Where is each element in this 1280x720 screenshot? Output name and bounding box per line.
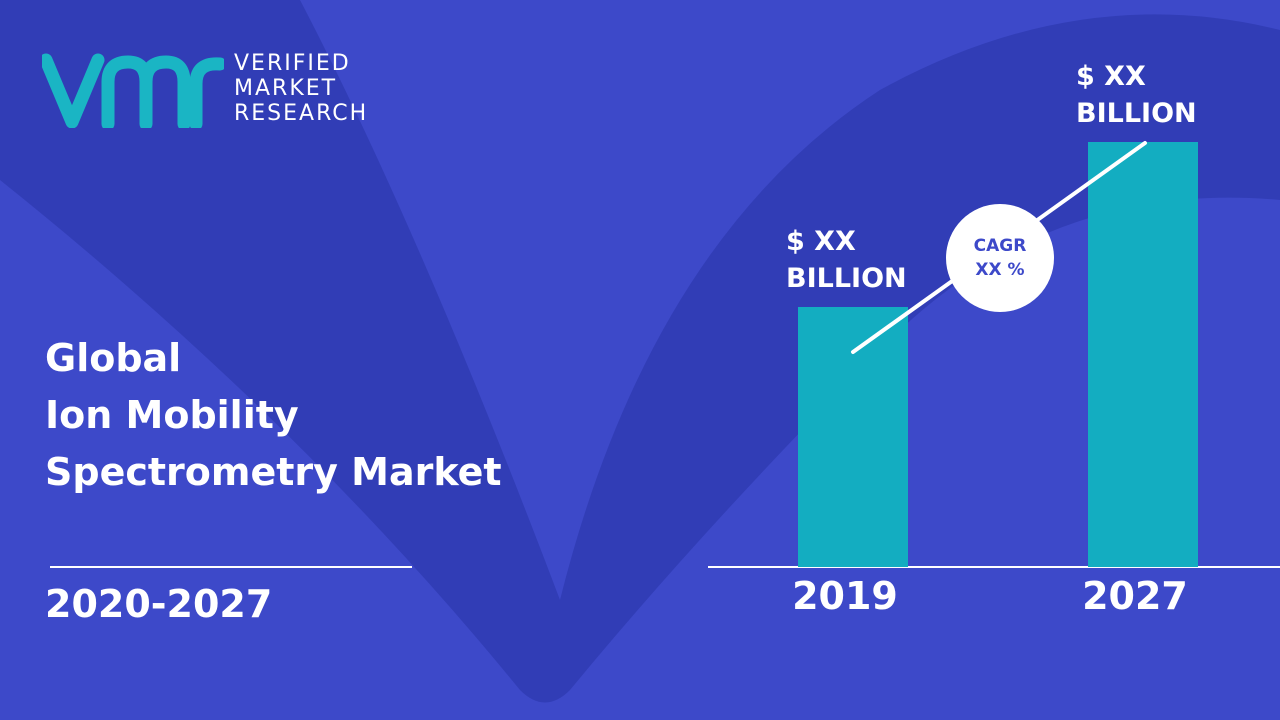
category-label-2027: 2027 [1082, 574, 1188, 618]
logo-text: VERIFIED MARKET RESEARCH [234, 51, 368, 126]
vmr-logo-icon [42, 53, 224, 128]
logo-line-2: MARKET [234, 76, 338, 101]
logo-line-3: RESEARCH [234, 101, 369, 126]
forecast-period: 2020-2027 [45, 582, 273, 626]
cagr-value: XX % [975, 260, 1025, 280]
title-line-2: Ion Mobility [45, 393, 299, 437]
logo: VERIFIED MARKET RESEARCH [42, 48, 402, 133]
value-label-2019: $ XX BILLION [786, 226, 907, 294]
background-v-shape [0, 0, 1280, 703]
title-line-3: Spectrometry Market [45, 450, 502, 494]
cagr-label: CAGR [973, 236, 1027, 256]
page-title: Global Ion Mobility Spectrometry Market [45, 330, 502, 501]
value-label-2027: $ XX BILLION [1076, 61, 1197, 129]
category-label-2019: 2019 [792, 574, 898, 618]
title-divider [50, 566, 412, 568]
bar-2019 [798, 307, 908, 567]
cagr-badge: CAGR XX % [946, 204, 1054, 312]
title-line-1: Global [45, 336, 182, 380]
bar-2027 [1088, 142, 1198, 567]
logo-line-1: VERIFIED [234, 51, 351, 76]
